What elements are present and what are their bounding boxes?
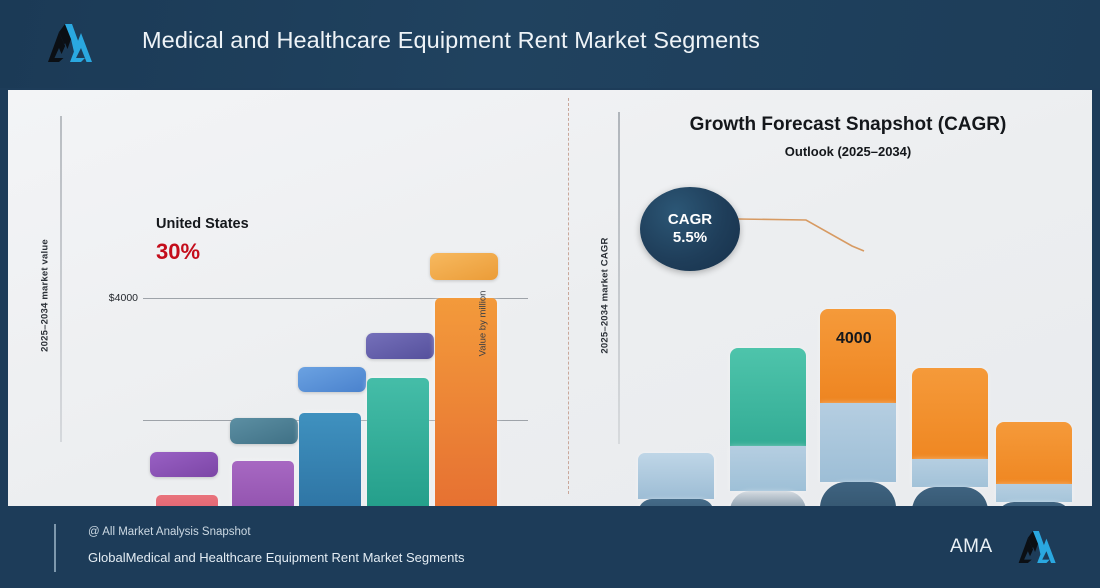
bar-cap-marker — [230, 418, 298, 444]
stack-seg-mid — [730, 446, 806, 491]
region-label: United States — [156, 216, 249, 232]
stack-seg-mid — [638, 453, 714, 499]
cagr-badge-value: 5.5% — [672, 229, 708, 246]
panel-divider — [568, 98, 569, 494]
footer-caption: @ All Market Analysis Snapshot — [88, 526, 251, 538]
cagr-badge-label: CAGR — [667, 211, 713, 229]
region-percent: 30% — [156, 239, 201, 264]
left-y-axis-line — [60, 116, 62, 442]
header-bar: Medical and Healthcare Equipment Rent Ma… — [0, 0, 1100, 88]
stack-seg-mid — [912, 459, 988, 487]
right-y-axis-label: 2025–2034 market CAGR — [599, 237, 611, 354]
bar-cap-marker — [366, 333, 434, 359]
y-tick-label: $4000 — [108, 292, 138, 304]
bar-cap-marker — [430, 253, 498, 280]
footer-subject: GlobalMedical and Healthcare Equipment R… — [88, 550, 465, 565]
stack-seg-mid — [820, 403, 896, 482]
gridline-4000 — [143, 298, 528, 299]
stack-seg-top — [820, 309, 896, 403]
footer-bar — [0, 506, 1100, 588]
cagr-badge: CAGR 5.5% — [640, 187, 740, 271]
ama-mountain-logo-icon — [1018, 531, 1056, 563]
right-chart-panel: 2025–2034 market CAGR Growth Forecast Sn… — [568, 90, 1092, 545]
right-chart-subtitle: Outlook (2025–2034) — [784, 144, 912, 159]
bar-cap-marker — [298, 367, 366, 392]
bar-2025 — [367, 378, 429, 528]
footer-accent-rule — [54, 524, 56, 572]
stack-seg-mid — [996, 484, 1072, 502]
footer-brand-label: AMA — [950, 536, 993, 557]
right-chart-title: Growth Forecast Snapshot (CAGR) — [689, 114, 1007, 135]
value-callout-label: 4000 — [836, 330, 872, 347]
ama-mountain-logo-icon — [48, 24, 92, 62]
left-y-axis-label: 2025–2034 market value — [39, 239, 51, 352]
left-chart-panel: 2025–2034 market value United States 30%… — [8, 90, 568, 544]
content-card: 2025–2034 market value United States 30%… — [8, 90, 1092, 545]
stack-seg-top — [912, 368, 988, 459]
right-y-axis-line — [618, 112, 620, 444]
bar-cap-marker — [150, 452, 218, 477]
page-title: Medical and Healthcare Equipment Rent Ma… — [142, 27, 760, 53]
stack-seg-top-alt — [730, 348, 806, 446]
stack-seg-top — [996, 422, 1072, 484]
mid-axis-label: Value by million — [477, 290, 489, 357]
bar-2024 — [435, 298, 497, 528]
